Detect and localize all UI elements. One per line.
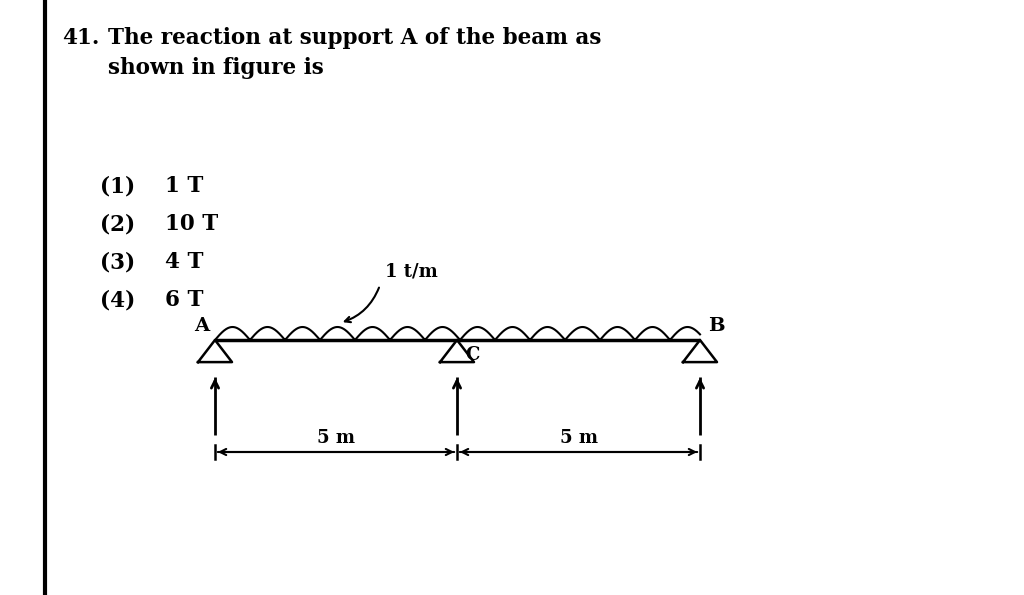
Text: The reaction at support A of the beam as: The reaction at support A of the beam as — [108, 27, 601, 49]
Text: B: B — [708, 317, 725, 335]
Text: C: C — [465, 346, 479, 364]
Text: (3): (3) — [100, 251, 135, 273]
Text: shown in figure is: shown in figure is — [108, 57, 324, 79]
Text: (4): (4) — [100, 289, 135, 311]
Text: 5 m: 5 m — [317, 429, 355, 447]
Text: 5 m: 5 m — [559, 429, 597, 447]
Text: A: A — [194, 317, 209, 335]
Text: 10 T: 10 T — [165, 213, 218, 235]
Text: 41.: 41. — [62, 27, 99, 49]
Text: 1 T: 1 T — [165, 175, 204, 197]
Text: 1 t/m: 1 t/m — [385, 263, 437, 281]
Text: 4 T: 4 T — [165, 251, 204, 273]
Text: (2): (2) — [100, 213, 135, 235]
Text: (1): (1) — [100, 175, 135, 197]
Text: 6 T: 6 T — [165, 289, 204, 311]
